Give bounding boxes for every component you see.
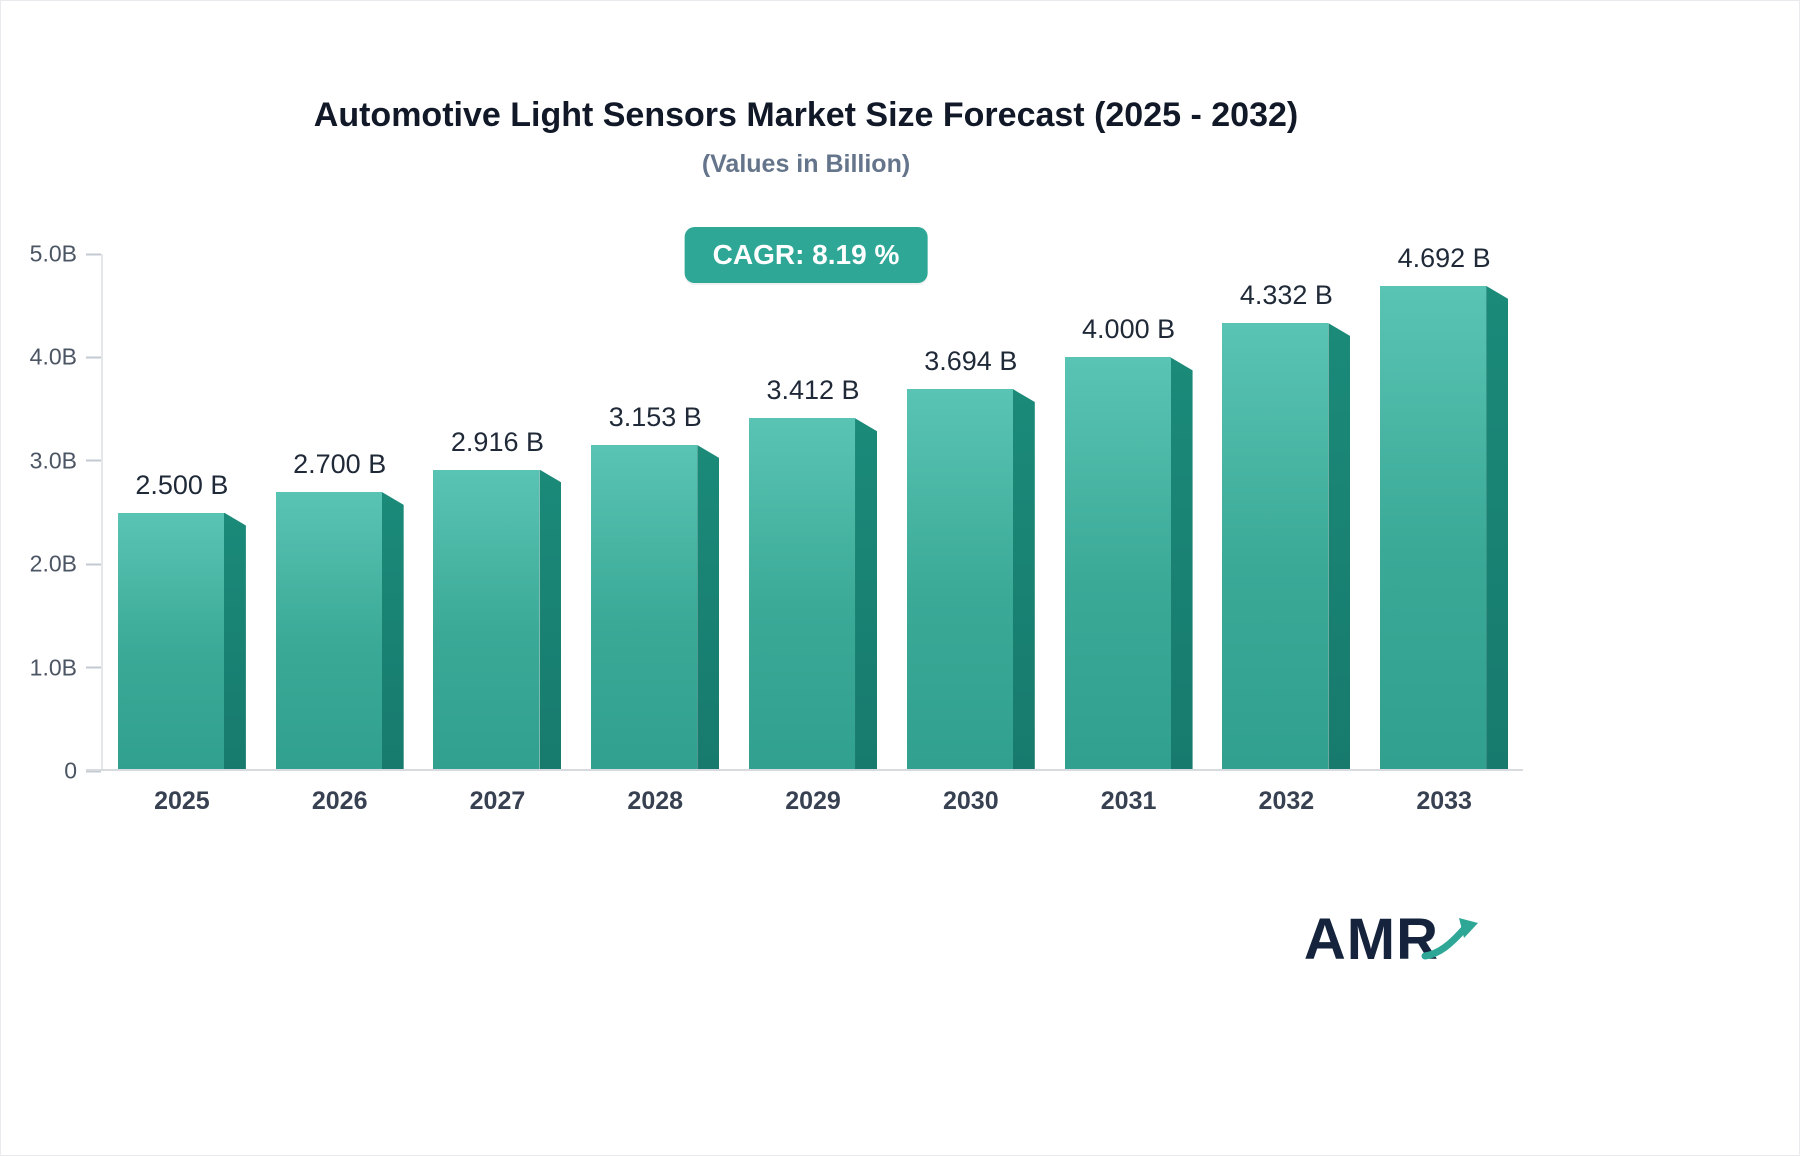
bar-group-2032: 4.332 B 2032 — [1207, 254, 1365, 815]
bar-group-2029: 3.412 B 2029 — [734, 254, 892, 815]
y-tick-3.0B: 3.0B — [25, 447, 101, 474]
bar-group-2027: 2.916 B 2027 — [419, 254, 577, 815]
bar-front-face — [433, 469, 540, 771]
chart-subtitle: (Values in Billion) — [701, 150, 911, 178]
bar-side-face — [1170, 357, 1193, 771]
x-axis-label: 2028 — [627, 787, 684, 815]
bar-front-face — [275, 491, 382, 771]
tick-mark — [86, 459, 101, 462]
bar-group-2033: 4.692 B 2033 — [1365, 243, 1523, 815]
bar: 3.412 B — [749, 375, 878, 771]
bar-front-face — [1222, 323, 1329, 771]
bar-side-face — [697, 444, 720, 771]
bar: 4.692 B — [1380, 243, 1509, 771]
y-tick-label: 2.0B — [29, 550, 77, 577]
x-axis-label: 2032 — [1258, 787, 1315, 815]
y-tick-label: 5.0B — [29, 240, 77, 267]
bar: 2.916 B — [433, 427, 562, 771]
bar-value-label: 2.500 B — [135, 469, 229, 500]
bar-side-face — [381, 491, 404, 771]
bar-side-face — [223, 512, 246, 771]
tick-mark — [86, 563, 101, 566]
bar-value-label: 4.332 B — [1239, 280, 1333, 311]
tick-mark — [86, 666, 101, 669]
y-tick-label: 1.0B — [29, 654, 77, 681]
bar-value-label: 4.692 B — [1397, 242, 1491, 273]
bar-side-face — [1486, 285, 1509, 771]
bar-value-label: 3.153 B — [608, 401, 702, 432]
amr-logo-text: AMR — [1303, 907, 1439, 972]
x-axis-label: 2031 — [1100, 787, 1157, 815]
bar-value-label: 2.916 B — [450, 426, 544, 457]
bar-side-face — [539, 469, 562, 771]
chart-title: Automotive Light Sensors Market Size For… — [313, 96, 1299, 134]
y-tick-4.0B: 4.0B — [25, 344, 101, 371]
bar: 3.153 B — [591, 402, 720, 771]
bar-front-face — [117, 512, 224, 771]
y-tick-label: 3.0B — [29, 447, 77, 474]
y-tick-2.0B: 2.0B — [25, 551, 101, 578]
amr-logo: AMR — [1304, 911, 1479, 969]
bar: 3.694 B — [906, 346, 1035, 771]
bar: 4.000 B — [1064, 314, 1193, 771]
bar: 2.700 B — [275, 449, 404, 771]
bar-value-label: 2.700 B — [293, 448, 387, 479]
y-tick-label: 0 — [64, 757, 77, 784]
y-tick-1.0B: 1.0B — [25, 654, 101, 681]
bar-group-2025: 2.500 B 2025 — [103, 254, 261, 815]
bar: 2.500 B — [117, 470, 246, 771]
cagr-badge: CAGR: 8.19 % — [684, 227, 928, 283]
bar-side-face — [855, 418, 878, 771]
bar: 4.332 B — [1222, 280, 1351, 771]
bar-side-face — [1012, 389, 1035, 771]
y-tick-0: 0 — [25, 758, 101, 785]
x-axis-line — [86, 769, 1523, 771]
bar-front-face — [906, 389, 1013, 771]
bar-group-2026: 2.700 B 2026 — [261, 254, 419, 815]
x-axis-label: 2026 — [311, 787, 368, 815]
bar-front-face — [749, 418, 856, 771]
x-axis-label: 2027 — [469, 787, 526, 815]
tick-mark — [86, 253, 101, 255]
x-axis-label: 2030 — [942, 787, 999, 815]
y-axis: 5.0B 4.0B 3.0B 2.0B 1.0B 0 — [1, 241, 101, 784]
x-axis-label: 2033 — [1416, 787, 1472, 815]
bar-front-face — [1064, 357, 1171, 771]
plot-area: 2.500 B 2025 2.700 B 2026 2.916 B 2027 3.153 B… — [101, 243, 1523, 815]
bar-value-label: 3.412 B — [766, 375, 860, 406]
bar-value-label: 4.000 B — [1082, 314, 1176, 345]
bar-group-2030: 3.694 B 2030 — [892, 254, 1050, 815]
tick-mark — [86, 356, 101, 359]
trend-up-arrow-icon — [1421, 916, 1479, 967]
tick-mark — [86, 770, 101, 772]
y-tick-label: 4.0B — [29, 343, 77, 370]
bar-front-face — [591, 444, 698, 771]
x-axis-label: 2025 — [154, 787, 210, 815]
bar-group-2031: 4.000 B 2031 — [1050, 254, 1208, 815]
bar-value-label: 3.694 B — [924, 346, 1018, 377]
bar-group-2028: 3.153 B 2028 — [576, 254, 734, 815]
bar-front-face — [1380, 285, 1487, 771]
bar-side-face — [1328, 323, 1351, 771]
x-axis-label: 2029 — [785, 787, 841, 815]
y-tick-5.0B: 5.0B — [25, 241, 101, 268]
